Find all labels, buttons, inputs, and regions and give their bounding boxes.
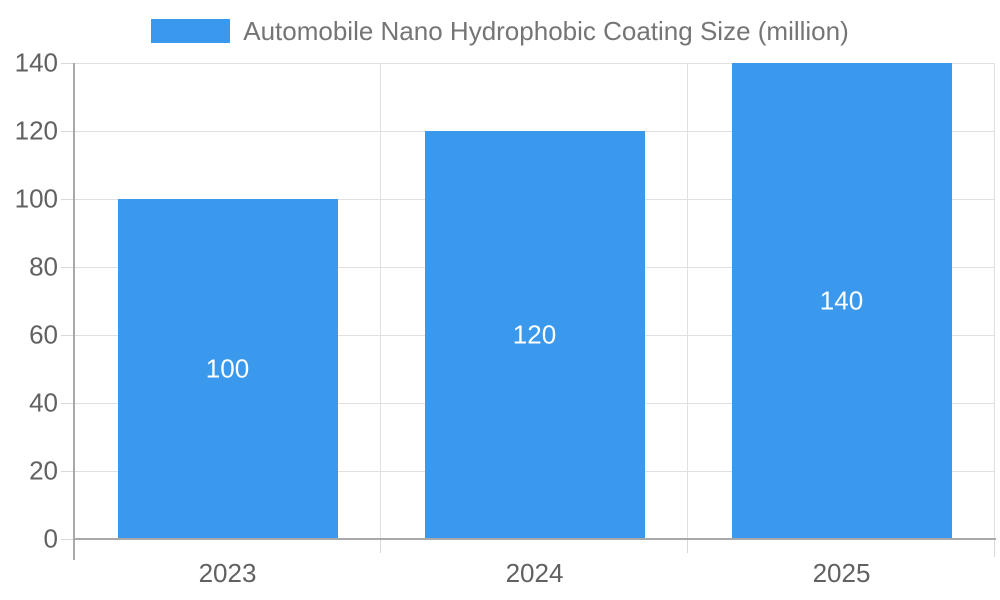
- y-tick: [61, 131, 73, 132]
- y-axis-label: 40: [29, 387, 58, 418]
- y-axis-label: 20: [29, 455, 58, 486]
- y-tick: [61, 63, 73, 64]
- v-gridline: [380, 63, 381, 539]
- x-axis-label: 2024: [505, 558, 564, 588]
- x-axis-label: 2023: [198, 558, 257, 588]
- y-tick: [61, 199, 73, 200]
- bar[interactable]: [731, 63, 952, 539]
- legend-label: Automobile Nano Hydrophobic Coating Size…: [243, 15, 849, 46]
- bar-value-label: 100: [205, 353, 250, 384]
- bar[interactable]: [424, 131, 645, 539]
- y-tick: [61, 471, 73, 472]
- h-gridline: [74, 63, 995, 64]
- x-tick: [380, 539, 381, 553]
- plot-area: 0 20 40 60 80 100 120 140 100 2023 120 2024 140 2025: [15, 48, 996, 588]
- v-gridline: [687, 63, 688, 539]
- y-tick: [61, 539, 73, 540]
- y-axis-label: 100: [14, 183, 58, 214]
- x-tick: [994, 539, 995, 557]
- x-tick: [687, 539, 688, 553]
- y-axis-label: 60: [29, 319, 58, 350]
- x-axis-label: 2025: [812, 558, 871, 588]
- y-axis-line: [73, 63, 75, 560]
- bar-value-label: 140: [819, 285, 864, 316]
- legend[interactable]: Automobile Nano Hydrophobic Coating Size…: [0, 15, 1000, 47]
- y-axis-label: 120: [14, 115, 58, 146]
- y-tick: [61, 403, 73, 404]
- y-axis-label: 140: [14, 47, 58, 78]
- bar[interactable]: [117, 199, 338, 539]
- y-tick: [61, 335, 73, 336]
- bar-value-label: 120: [512, 319, 557, 350]
- y-axis-label: 80: [29, 251, 58, 282]
- y-axis-label: 0: [43, 523, 58, 554]
- x-axis-line: [73, 538, 996, 540]
- v-gridline: [994, 63, 995, 539]
- legend-swatch: [151, 19, 231, 43]
- y-tick: [61, 267, 73, 268]
